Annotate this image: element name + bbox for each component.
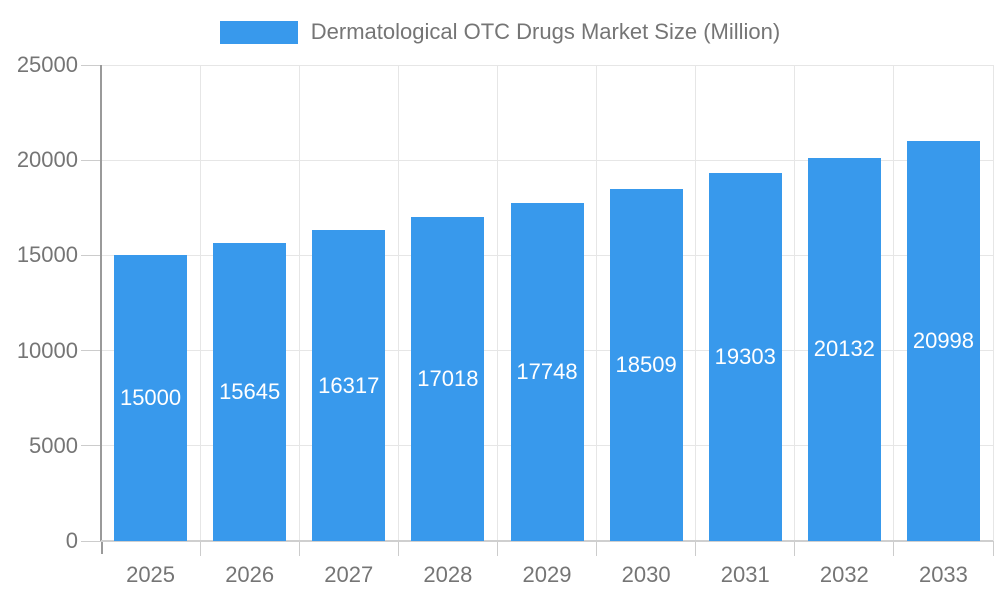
bar: 17748 xyxy=(510,203,584,541)
bar-value-label: 16317 xyxy=(318,372,380,398)
y-axis-tick xyxy=(81,445,101,447)
bar: 15645 xyxy=(213,243,287,541)
bar-value-label: 17018 xyxy=(417,365,479,391)
bar-value-label: 20132 xyxy=(813,336,875,362)
y-axis-line xyxy=(100,65,102,541)
bar: 16317 xyxy=(312,230,386,541)
y-axis-tick-label: 10000 xyxy=(16,337,78,363)
x-axis-tick-label: 2033 xyxy=(918,562,968,587)
gridline-vertical xyxy=(992,65,994,541)
x-axis-tick xyxy=(893,541,895,556)
x-axis-tick xyxy=(298,541,300,556)
y-axis-tick-label: 20000 xyxy=(16,147,78,173)
gridline-vertical xyxy=(695,65,697,541)
chart-title: Dermatological OTC Drugs Market Size (Mi… xyxy=(310,19,781,44)
gridline-vertical xyxy=(893,65,895,541)
x-axis-tick xyxy=(496,541,498,556)
x-axis-tick-label: 2026 xyxy=(225,562,275,587)
y-axis-tick-label: 15000 xyxy=(16,242,78,268)
gridline-vertical xyxy=(397,65,399,541)
x-axis-line xyxy=(101,540,993,542)
bar: 20132 xyxy=(807,157,881,541)
x-axis-tick xyxy=(100,541,103,554)
legend-swatch[interactable] xyxy=(219,20,298,44)
x-axis-tick xyxy=(596,541,598,556)
y-axis-tick-label: 25000 xyxy=(16,52,78,77)
gridline-vertical xyxy=(199,65,201,541)
x-axis-tick-label: 2025 xyxy=(126,562,176,587)
gridline-vertical xyxy=(596,65,598,541)
bar-value-label: 19303 xyxy=(714,344,776,370)
y-axis-tick xyxy=(81,64,101,66)
x-axis-tick-label: 2029 xyxy=(522,562,572,587)
bar: 18509 xyxy=(609,188,683,541)
bar-value-label: 18509 xyxy=(615,351,677,377)
x-axis-tick-label: 2030 xyxy=(621,562,671,587)
bar: 15000 xyxy=(114,255,188,541)
bar: 20998 xyxy=(906,141,980,541)
x-axis-tick xyxy=(397,541,399,556)
bar-value-label: 15000 xyxy=(119,385,182,411)
x-axis-tick-label: 2032 xyxy=(819,562,869,587)
x-axis-tick xyxy=(794,541,796,556)
x-axis-tick-label: 2031 xyxy=(720,562,770,587)
gridline-horizontal xyxy=(101,159,993,161)
x-axis-tick xyxy=(992,541,994,556)
y-axis-tick xyxy=(81,350,101,352)
gridline-horizontal xyxy=(101,64,993,66)
bar-value-label: 15645 xyxy=(219,379,281,405)
y-axis-tick xyxy=(81,159,101,161)
bar: 19303 xyxy=(708,173,782,541)
x-axis-tick xyxy=(199,541,201,556)
bar: 17018 xyxy=(411,216,485,541)
x-axis-tick-label: 2028 xyxy=(423,562,473,587)
gridline-vertical xyxy=(794,65,796,541)
chart-legend[interactable]: Dermatological OTC Drugs Market Size (Mi… xyxy=(0,19,1000,45)
y-axis-tick xyxy=(81,254,101,256)
bar-value-label: 20998 xyxy=(912,328,975,354)
x-axis-tick-label: 2027 xyxy=(324,562,374,587)
y-axis-tick xyxy=(81,540,101,542)
y-axis-tick-label: 0 xyxy=(65,528,78,553)
y-axis-tick-label: 5000 xyxy=(29,432,78,458)
bar-value-label: 17748 xyxy=(516,359,578,385)
plot-area: 15000 15645 16317 17018 17748 18509 19303 20132… xyxy=(101,64,994,541)
gridline-vertical xyxy=(298,65,300,541)
gridline-vertical xyxy=(496,65,498,541)
x-axis-tick xyxy=(695,541,697,556)
